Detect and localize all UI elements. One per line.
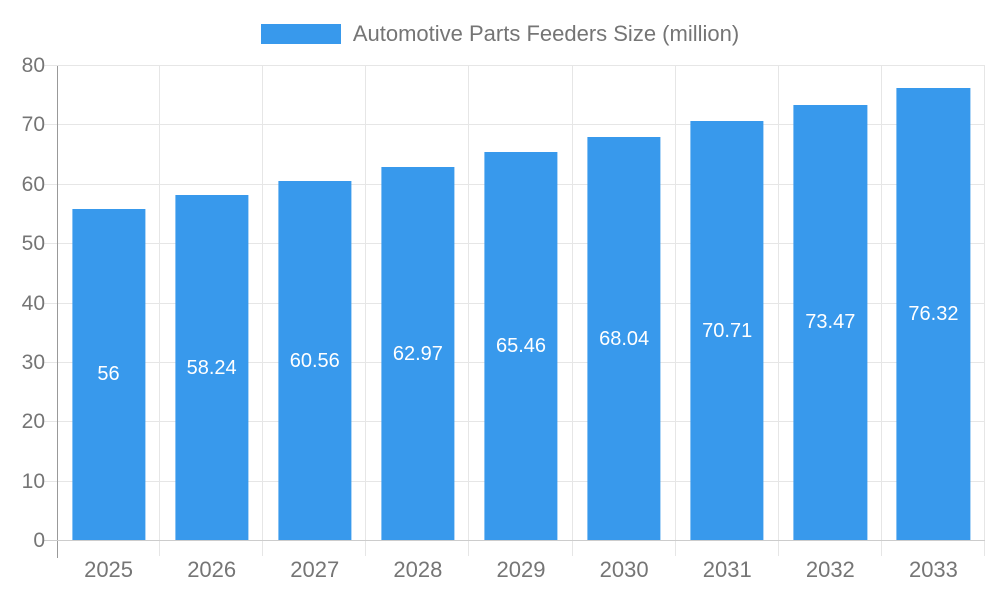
y-axis-tick-label: 50 [21, 232, 45, 256]
x-axis-tick-label: 2031 [702, 557, 752, 582]
legend-label: Automotive Parts Feeders Size (million) [352, 21, 740, 46]
gridline-vertical [159, 66, 161, 556]
y-axis-tick-label: 30 [21, 350, 45, 374]
bar-value-label: 56 [97, 363, 120, 386]
bar-2030[interactable]: 68.04 [587, 137, 661, 541]
bar-2031[interactable]: 70.71 [690, 121, 764, 541]
x-axis-tick-label: 2025 [84, 557, 134, 582]
gridline-vertical [571, 66, 573, 556]
gridline-vertical [468, 66, 470, 556]
x-axis-tick-label: 2028 [393, 557, 443, 582]
bar-2027[interactable]: 60.56 [278, 181, 352, 541]
chart-legend[interactable]: Automotive Parts Feeders Size (million) [0, 21, 1000, 47]
bar-value-label: 58.24 [186, 356, 237, 379]
y-axis-tick-label: 0 [33, 529, 45, 552]
gridline-vertical [365, 66, 367, 556]
gridline-vertical [777, 66, 779, 556]
x-axis-tick-label: 2033 [908, 557, 958, 582]
plot-area: 56 58.24 60.56 62.97 65.46 68.04 70.71 73.47 76.… [43, 65, 985, 558]
y-axis-tick-label: 70 [21, 113, 45, 137]
bar-value-label: 68.04 [599, 327, 650, 350]
gridline-vertical [984, 66, 985, 556]
y-axis-line [57, 66, 58, 558]
gridline-vertical [674, 66, 676, 556]
bar-value-label: 65.46 [495, 335, 547, 358]
bar-2032[interactable]: 73.47 [793, 104, 867, 541]
y-axis-tick-label: 80 [21, 54, 45, 77]
gridline-horizontal [43, 124, 985, 126]
x-axis-tick-label: 2027 [290, 557, 340, 582]
y-axis-tick-label: 20 [21, 410, 45, 434]
x-axis-line [43, 540, 985, 541]
x-axis-tick-label: 2026 [187, 557, 237, 582]
bar-2033[interactable]: 76.32 [896, 87, 971, 541]
x-axis-tick-label: 2029 [496, 557, 546, 582]
bar-value-label: 70.71 [702, 319, 753, 342]
bar-2028[interactable]: 62.97 [381, 167, 455, 541]
gridline-vertical [262, 66, 264, 556]
x-axis-tick-label: 2030 [599, 557, 649, 582]
bar-2025[interactable]: 56 [71, 208, 146, 541]
y-axis-tick-label: 60 [21, 172, 45, 196]
bar-value-label: 62.97 [392, 342, 443, 365]
bar-2029[interactable]: 65.46 [484, 152, 558, 541]
legend-swatch [260, 24, 341, 44]
y-axis-tick-label: 10 [21, 469, 45, 493]
y-axis-tick-label: 40 [21, 291, 45, 315]
bar-value-label: 60.56 [289, 349, 340, 372]
gridline-horizontal [43, 65, 985, 66]
bar-value-label: 76.32 [908, 302, 959, 325]
bar-2026[interactable]: 58.24 [175, 195, 249, 541]
x-axis-tick-label: 2032 [805, 557, 855, 582]
bar-value-label: 73.47 [805, 311, 856, 334]
gridline-vertical [880, 66, 882, 556]
